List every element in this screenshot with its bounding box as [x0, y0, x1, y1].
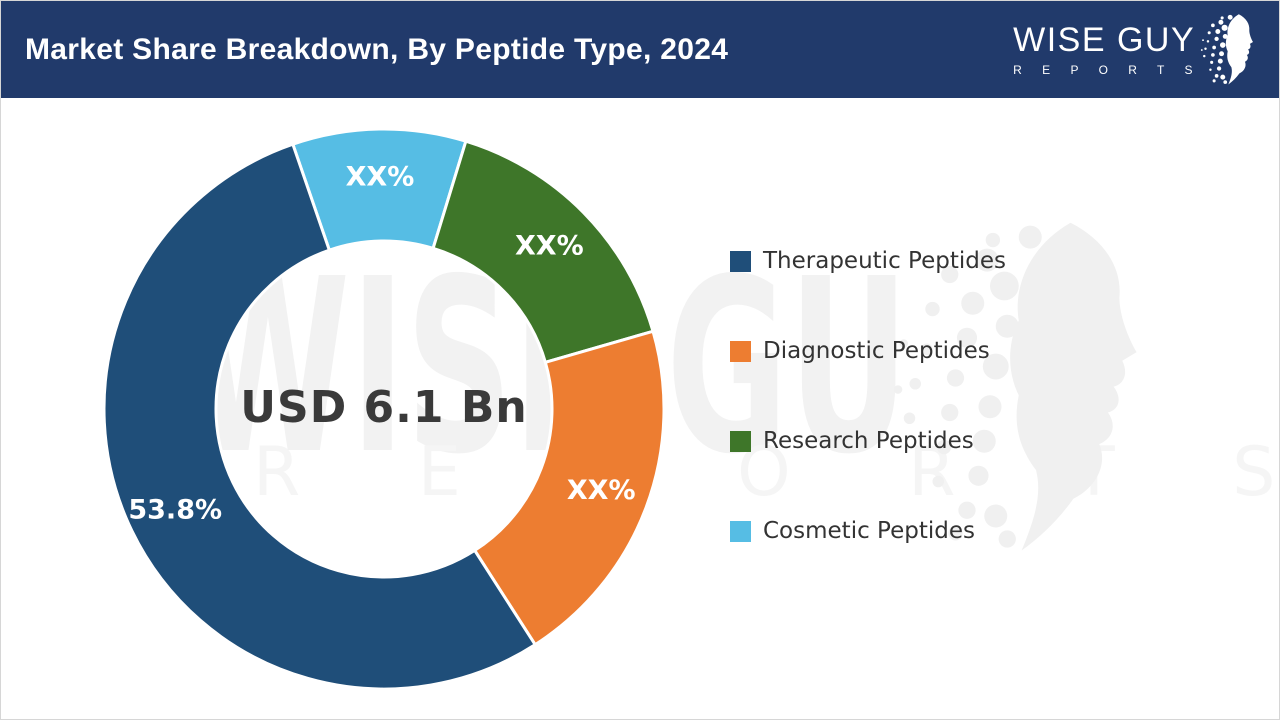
brand-wordmark-line1: WISE GUY	[1013, 20, 1196, 59]
legend-item-diagnostic: Diagnostic Peptides	[730, 338, 1006, 364]
legend-swatch	[730, 430, 751, 452]
page-title: Market Share Breakdown, By Peptide Type,…	[25, 32, 729, 66]
brand-wordmark: WISE GUY R E P O R T S	[1013, 23, 1201, 77]
legend-item-cosmetic: Cosmetic Peptides	[730, 518, 1006, 544]
legend-swatch	[730, 520, 751, 542]
brand-wordmark-line2: R E P O R T S	[1013, 62, 1201, 77]
legend-label: Cosmetic Peptides	[763, 517, 975, 544]
watermark-reports: R E P O R T S	[253, 433, 1280, 512]
legend-item-therapeutic: Therapeutic Peptides	[730, 248, 1006, 274]
donut-chart: XX% XX% XX% 53.8%	[102, 127, 666, 691]
slice-label: XX%	[346, 162, 415, 193]
donut-slice	[473, 329, 666, 647]
legend-item-research: Research Peptides	[730, 428, 1006, 454]
donut-slice	[102, 142, 537, 691]
slice-label: XX%	[515, 231, 584, 262]
slice-label: 53.8%	[128, 495, 222, 526]
brand-logo: WISE GUY R E P O R T S	[1013, 8, 1279, 92]
legend-swatch	[730, 340, 751, 362]
header: Market Share Breakdown, By Peptide Type,…	[1, 1, 1279, 98]
legend: Therapeutic Peptides Diagnostic Peptides…	[730, 248, 1006, 544]
legend-label: Diagnostic Peptides	[763, 337, 990, 364]
legend-swatch	[730, 250, 751, 272]
slice-label: XX%	[567, 475, 636, 506]
legend-label: Research Peptides	[763, 427, 974, 454]
legend-label: Therapeutic Peptides	[763, 247, 1006, 274]
center-value: USD 6.1 Bn	[240, 382, 528, 433]
